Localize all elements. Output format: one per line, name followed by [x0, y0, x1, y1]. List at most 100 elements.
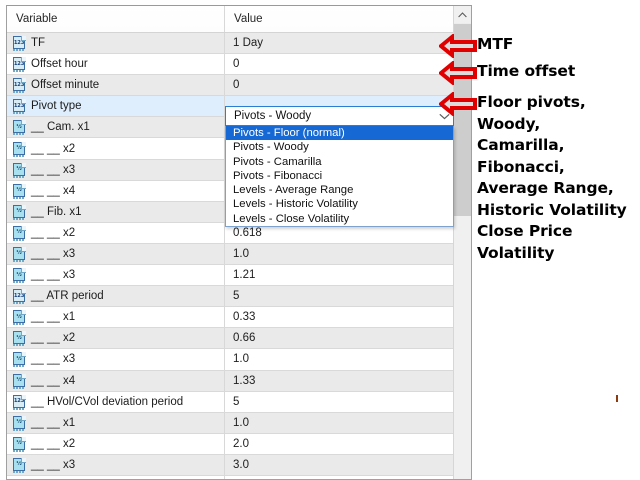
table-row[interactable]: ½ __ __ x4 1.33 — [7, 370, 453, 392]
column-header-value[interactable]: Value — [234, 13, 263, 25]
row-value-cell[interactable]: 0.33 — [225, 307, 453, 327]
arrow-left-icon — [437, 59, 477, 87]
row-variable-cell[interactable]: ½ __ __ x1 — [7, 307, 225, 328]
table-row[interactable]: 123 TF 1 Day — [7, 33, 453, 55]
pivot-type-combobox[interactable]: Pivots - Woody Pivots - Floor (normal) Pi… — [225, 106, 454, 228]
table-row[interactable]: 123 __ HVol/CVol deviation period 5 — [7, 391, 453, 413]
row-variable-cell[interactable]: 123 Offset minute — [7, 75, 225, 96]
scroll-up-button[interactable] — [454, 6, 471, 24]
dropdown-option[interactable]: Levels - Average Range — [233, 184, 354, 197]
float-icon: ½ — [13, 331, 26, 347]
row-value-cell[interactable]: 0 — [225, 54, 453, 74]
table-row[interactable]: 123 Offset minute 0 — [7, 75, 453, 97]
dropdown-option[interactable]: Pivots - Woody — [233, 141, 309, 154]
row-value: 0.33 — [233, 311, 256, 324]
row-variable-cell[interactable]: ½ __ __ x2 — [7, 328, 225, 349]
chevron-up-icon — [458, 11, 467, 18]
combobox-dropdown-list[interactable]: Pivots - Floor (normal) Pivots - Woody Piv… — [225, 126, 454, 228]
annotation-time-offset: Time offset — [477, 62, 576, 80]
row-value-cell[interactable]: 0.66 — [225, 328, 453, 348]
row-label: __ Cam. x1 — [31, 121, 90, 134]
float-icon: ½ — [13, 268, 26, 284]
row-label: TF — [31, 37, 46, 50]
table-row[interactable]: ½ __ __ x2 0.66 — [7, 328, 453, 350]
float-icon: ½ — [13, 436, 26, 452]
row-variable-cell[interactable]: 123 TF — [7, 33, 225, 54]
row-value-cell[interactable]: 1.33 — [225, 371, 453, 391]
dropdown-option[interactable]: Pivots - Fibonacci — [233, 169, 323, 182]
row-value-cell[interactable]: 2.0 — [225, 434, 453, 454]
float-icon: ½ — [13, 246, 26, 262]
row-label: Offset hour — [31, 58, 88, 71]
row-variable-cell[interactable]: ½ __ __ x3 — [7, 159, 225, 180]
float-icon: ½ — [13, 310, 26, 326]
dropdown-option[interactable]: Levels - Historic Volatility — [233, 198, 358, 211]
row-value: 0.66 — [233, 332, 256, 345]
dropdown-option[interactable]: Pivots - Floor (normal) — [226, 126, 453, 141]
row-value: 1.33 — [233, 374, 256, 387]
row-value-cell[interactable]: 4.0 — [225, 476, 453, 479]
row-variable-cell[interactable]: ½ __ __ x3 — [7, 265, 225, 286]
row-value-cell[interactable]: 1.0 — [225, 413, 453, 433]
row-variable-cell[interactable]: ½ __ __ x3 — [7, 349, 225, 370]
table-row[interactable]: ½ __ __ x3 1.0 — [7, 349, 453, 371]
table-row[interactable]: ½ __ __ x2 2.0 — [7, 433, 453, 455]
row-value: 0.618 — [233, 226, 262, 239]
row-variable-cell[interactable]: ½ __ Fib. x1 — [7, 201, 225, 222]
row-variable-cell[interactable]: 123 Pivot type — [7, 96, 225, 117]
row-value-cell[interactable]: 1.0 — [225, 349, 453, 369]
row-label: __ __ x2 — [31, 142, 76, 155]
table-row[interactable]: 123 __ ATR period 5 — [7, 286, 453, 308]
row-label: __ __ x3 — [31, 353, 76, 366]
row-label: __ __ x4 — [31, 184, 76, 197]
row-label: __ __ x2 — [31, 332, 76, 345]
row-variable-cell[interactable]: ½ __ __ x1 — [7, 412, 225, 433]
row-variable-cell[interactable]: ½ __ __ x2 — [7, 433, 225, 454]
table-row[interactable]: ½ __ __ x3 1.0 — [7, 243, 453, 266]
row-value-cell[interactable]: 0 — [225, 75, 453, 95]
row-variable-cell[interactable]: ½__ __ x4 — [7, 180, 225, 201]
float-icon: ½ — [13, 204, 26, 220]
row-label: Offset minute — [31, 79, 100, 92]
row-variable-cell[interactable]: ½ __ Cam. x1 — [7, 117, 225, 138]
row-value: 1 Day — [233, 37, 264, 50]
row-value: 1.0 — [233, 247, 249, 260]
table-row[interactable]: ½ __ __ x1 0.33 — [7, 307, 453, 329]
row-value: 1.0 — [233, 353, 249, 366]
row-variable-cell[interactable]: 123 __ HVol/CVol deviation period — [7, 391, 225, 412]
table-row[interactable]: ½__ __ x44.0 — [7, 475, 453, 479]
row-value-cell[interactable]: 1.0 — [225, 244, 453, 264]
float-icon: ½ — [13, 120, 26, 136]
table-row[interactable]: ½ __ __ x1 1.0 — [7, 412, 453, 434]
row-value-cell[interactable]: 1 Day — [225, 33, 453, 53]
column-header-variable[interactable]: Variable — [7, 6, 225, 32]
row-value-cell[interactable]: 0.618 — [225, 223, 453, 243]
row-label: __ ATR period — [31, 290, 104, 303]
row-variable-cell[interactable]: ½__ __ x4 — [7, 370, 225, 391]
chevron-down-icon[interactable] — [435, 107, 453, 125]
dropdown-option[interactable]: Pivots - Camarilla — [233, 155, 322, 168]
row-variable-cell[interactable]: ½ __ __ x2 — [7, 138, 225, 159]
table-row[interactable]: ½ __ __ x3 3.0 — [7, 454, 453, 476]
row-value-cell[interactable]: 3.0 — [225, 455, 453, 475]
row-value: 0 — [233, 58, 240, 71]
row-value-cell[interactable]: 5 — [225, 392, 453, 412]
table-row[interactable]: ½ __ __ x3 1.21 — [7, 265, 453, 287]
row-variable-cell[interactable]: ½ __ __ x3 — [7, 454, 225, 475]
row-value-cell[interactable]: 1.21 — [225, 265, 453, 285]
row-value-cell[interactable]: 5 — [225, 286, 453, 306]
row-variable-cell[interactable]: 123 Offset hour — [7, 54, 225, 75]
row-label: __ __ x2 — [31, 437, 76, 450]
row-variable-cell[interactable]: ½__ __ x4 — [7, 475, 225, 479]
table-row[interactable]: ½ __ __ x2 0.618 — [7, 222, 453, 244]
row-variable-cell[interactable]: ½ __ __ x2 — [7, 222, 225, 243]
combobox-field[interactable]: Pivots - Woody — [225, 106, 454, 126]
row-variable-cell[interactable]: 123 __ ATR period — [7, 286, 225, 307]
table-row[interactable]: 123 Offset hour 0 — [7, 54, 453, 76]
float-icon: ½ — [13, 352, 26, 368]
dropdown-option[interactable]: Levels - Close Volatility — [233, 212, 350, 225]
row-label: __ __ x1 — [31, 311, 76, 324]
row-label: __ __ x3 — [31, 247, 76, 260]
row-variable-cell[interactable]: ½ __ __ x3 — [7, 243, 225, 265]
integer-icon: 123 — [13, 99, 26, 115]
